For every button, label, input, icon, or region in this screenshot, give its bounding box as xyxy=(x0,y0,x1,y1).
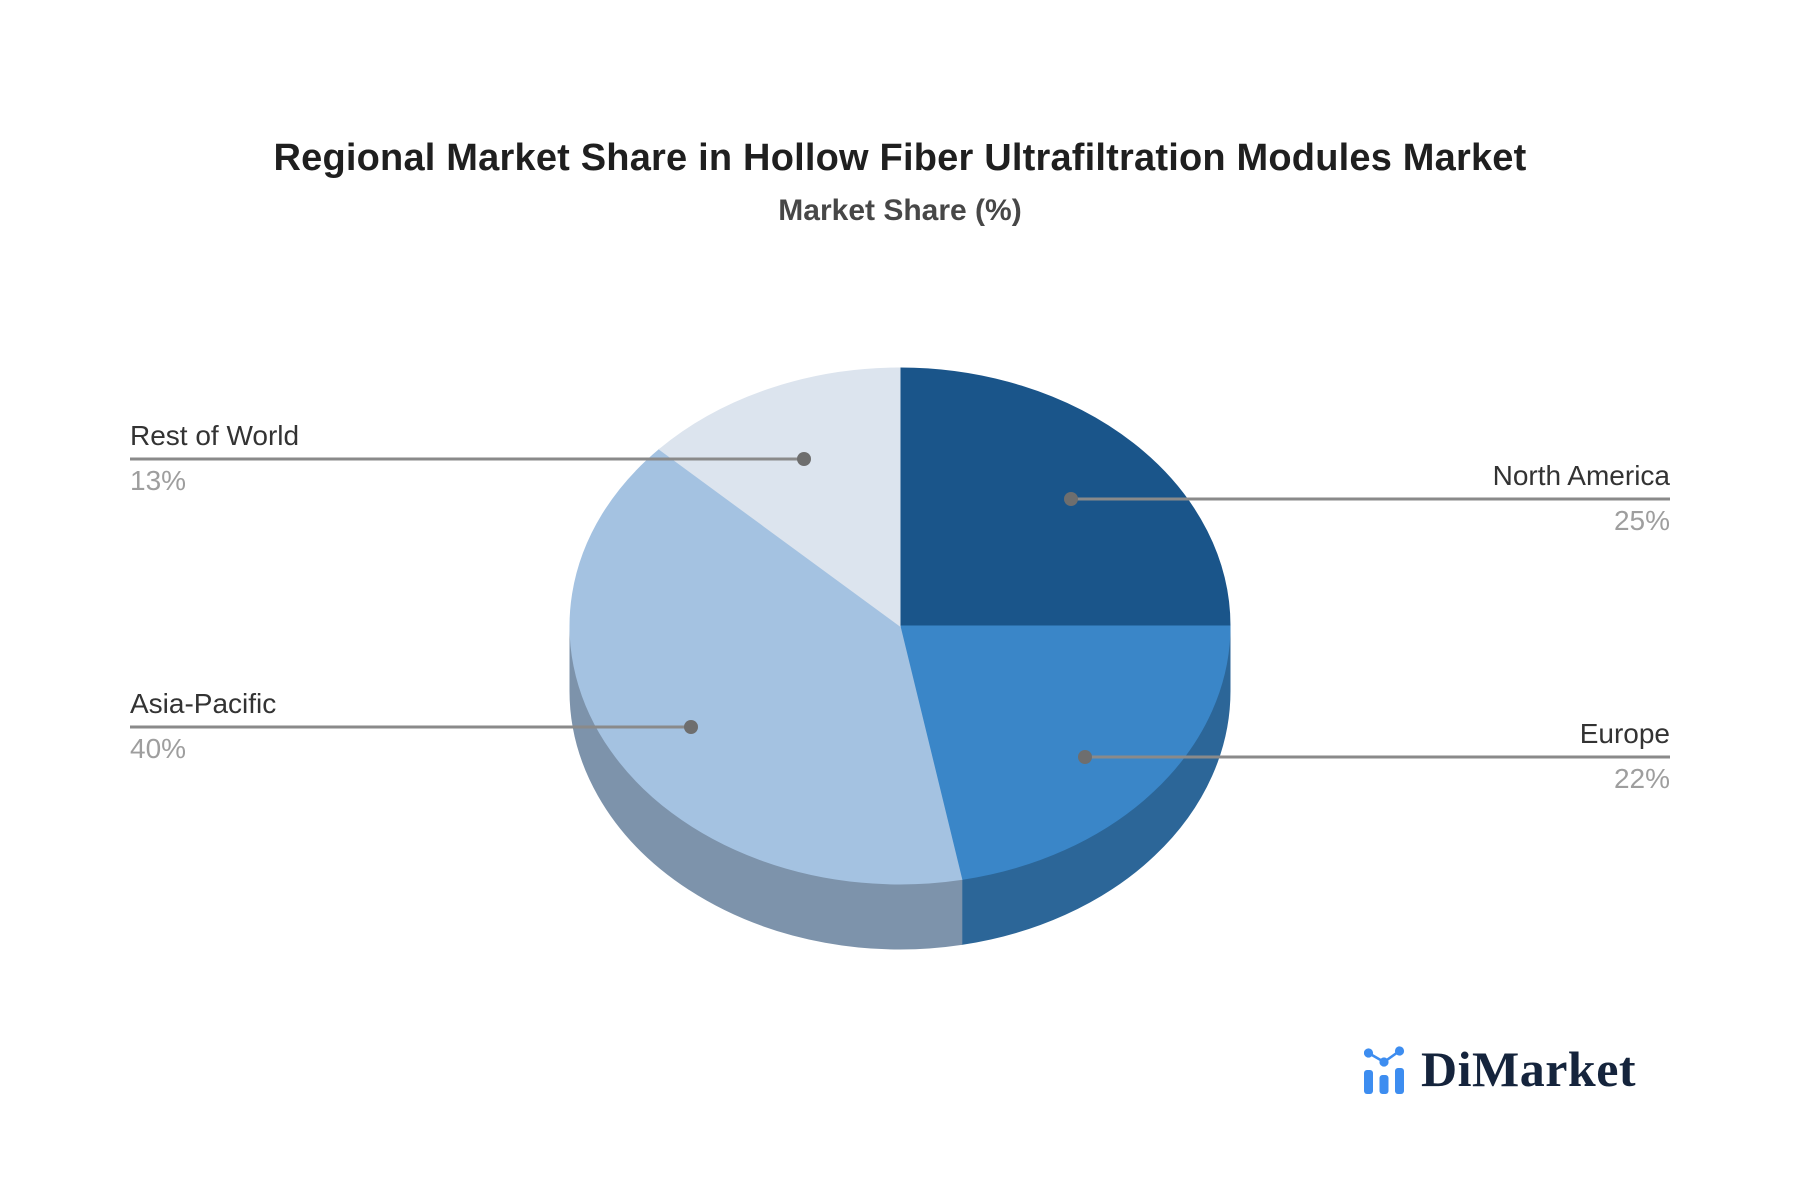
bar-line-chart-icon xyxy=(1364,1046,1405,1094)
brand-name: DiMarket xyxy=(1421,1041,1637,1097)
slice-label-europe: Europe xyxy=(1579,718,1670,749)
pie-slice-europe[interactable] xyxy=(899,625,1231,880)
slice-label-north-america: North America xyxy=(1492,460,1670,491)
chart-subtitle: Market Share (%) xyxy=(778,194,1022,227)
pie-slice-asia-pacific[interactable] xyxy=(569,448,963,885)
leader-dot-rest-of-world xyxy=(797,452,811,466)
leader-dot-asia-pacific xyxy=(684,720,698,734)
chart-title: Regional Market Share in Hollow Fiber Ul… xyxy=(273,137,1527,179)
slice-label-rest-of-world: Rest of World xyxy=(130,420,300,451)
slice-label-asia-pacific: Asia-Pacific xyxy=(130,688,277,719)
leader-dot-north-america xyxy=(1064,492,1078,506)
pie-slice-rest-of-world[interactable] xyxy=(658,367,901,627)
slice-percent-asia-pacific: 40% xyxy=(130,733,187,764)
slice-percent-europe: 22% xyxy=(1613,763,1670,794)
leader-dot-europe xyxy=(1078,750,1092,764)
brand-logo[interactable]: DiMarket xyxy=(1364,1042,1636,1096)
slice-percent-north-america: 25% xyxy=(1613,505,1670,536)
slice-percent-rest-of-world: 13% xyxy=(130,465,187,496)
